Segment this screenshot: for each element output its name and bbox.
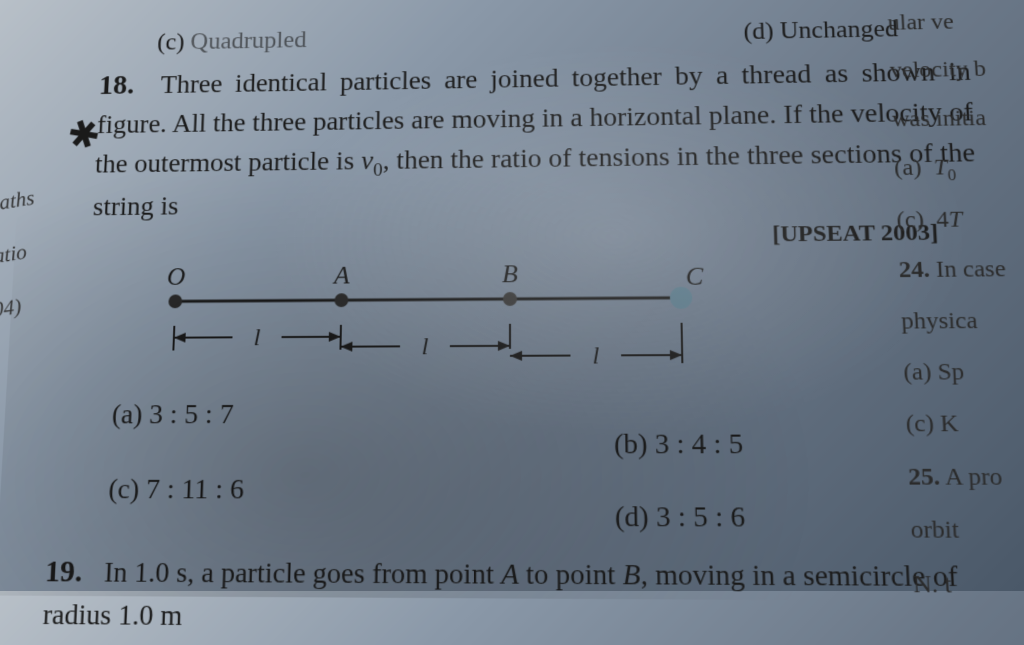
frag-r0: ular ve	[887, 3, 1024, 42]
option-c: (c) 7 : 11 : 6	[106, 470, 532, 539]
question-18-text: 18. Three identical particles are joined…	[92, 49, 979, 227]
option-c-partial: (c) Quadrupled	[157, 26, 307, 56]
frag-r9: 25. A pro	[907, 457, 1024, 498]
frag-r1: velocity b	[889, 50, 1024, 89]
question-19: 19. In 1.0 s, a particle goes from point…	[42, 549, 1002, 644]
frag-l1: paths	[0, 185, 35, 216]
question-18: 18. Three identical particles are joined…	[90, 49, 980, 258]
frag-r2: was initia	[891, 99, 1024, 138]
diagram-svg: O A B C l l l	[143, 263, 723, 376]
frag-r6: physica	[900, 301, 1024, 341]
svg-text:l: l	[253, 325, 260, 352]
frag-r7: (a) Sp	[903, 352, 1024, 392]
svg-text:O: O	[167, 264, 186, 291]
svg-text:A: A	[332, 263, 351, 290]
question-number-19: 19.	[44, 554, 83, 588]
svg-text:C: C	[685, 263, 703, 291]
frag-l2: ratio	[0, 239, 32, 270]
left-page-fragments: paths ratio 004)	[0, 188, 35, 321]
particles-diagram: O A B C l l l	[143, 263, 723, 376]
frag-r5: 24. In case	[898, 250, 1024, 290]
frag-r3: (a) T0	[893, 148, 1024, 190]
option-d: (d) Unchanged	[743, 14, 898, 45]
page-surface: (c) Quadrupled (d) Unchanged ✱ 18. Three…	[0, 3, 1024, 602]
frag-r4: (c) 4T	[896, 200, 1024, 240]
options-grid: (a) 3 : 5 : 7 (b) 3 : 4 : 5 (c) 7 : 11 :…	[106, 393, 975, 540]
svg-text:B: B	[502, 263, 518, 289]
svg-text:l: l	[592, 343, 599, 370]
question-number: 18.	[98, 69, 135, 100]
frag-r11: N. t	[912, 564, 1024, 606]
frag-r8: (c) K	[905, 404, 1024, 444]
svg-text:l: l	[421, 334, 428, 361]
frag-l3: 004)	[0, 293, 29, 325]
option-a: (a) 3 : 5 : 7	[110, 394, 533, 466]
frag-r10: orbit	[910, 510, 1024, 551]
